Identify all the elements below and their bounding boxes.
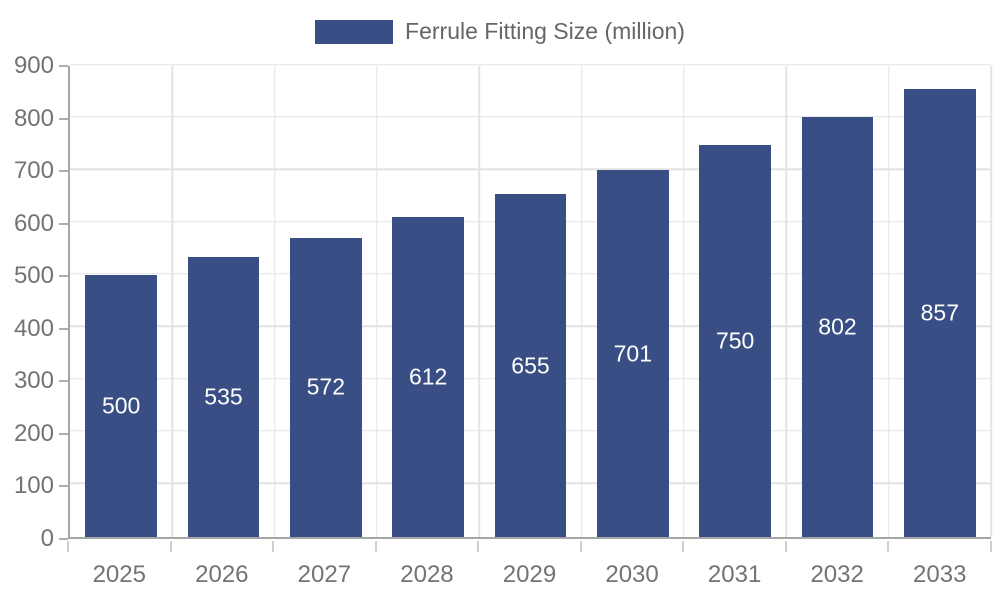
bar-2026: 535: [187, 257, 260, 537]
legend-swatch-icon: [315, 19, 394, 44]
y-axis-label: 900: [13, 52, 54, 79]
y-axis-label: 700: [13, 157, 54, 185]
x-axis-tick: [272, 541, 275, 552]
x-axis-label: 2030: [605, 561, 659, 588]
x-axis-label: 2025: [92, 561, 146, 588]
bar-value-label: 655: [511, 352, 550, 379]
x-axis-tick: [374, 541, 377, 552]
y-axis-tick: [59, 65, 68, 67]
y-axis-label: 0: [40, 525, 54, 552]
x-gridline: [171, 66, 174, 537]
bar-value-label: 535: [204, 383, 243, 410]
x-gridline: [376, 66, 378, 537]
y-axis-tick: [59, 275, 68, 278]
x-gridline: [785, 66, 788, 537]
x-axis: 2025 2026 2027 2028 2029 2030 2031 2032 2033: [67, 541, 992, 600]
x-axis-label: 2028: [400, 561, 454, 588]
x-axis-tick: [67, 541, 69, 552]
y-gridline: [70, 116, 991, 118]
y-axis-tick: [59, 538, 68, 540]
bar-2027: 572: [290, 237, 362, 537]
y-axis-tick: [59, 380, 68, 383]
bar-2030: 701: [597, 170, 669, 537]
bar-value-label: 572: [306, 373, 346, 400]
y-axis-label: 800: [13, 104, 54, 132]
x-axis-tick: [477, 541, 480, 552]
x-axis-tick: [169, 541, 172, 552]
bar-2031: 750: [699, 144, 771, 537]
x-gridline: [580, 66, 583, 537]
y-axis-tick: [59, 485, 68, 488]
y-axis-label: 400: [13, 314, 54, 342]
bar-2033: 857: [904, 88, 976, 537]
x-axis-tick: [682, 541, 685, 552]
x-axis-label: 2029: [502, 561, 557, 588]
x-axis-label: 2026: [195, 561, 249, 588]
x-axis-tick: [887, 541, 890, 552]
x-gridline: [683, 66, 685, 537]
x-axis-tick: [784, 541, 787, 552]
y-axis-label: 200: [13, 419, 54, 447]
x-gridline: [478, 66, 481, 537]
bar-value-label: 802: [818, 313, 857, 340]
x-axis-tick: [990, 541, 992, 552]
y-axis-tick: [59, 222, 68, 225]
x-axis-label: 2033: [913, 561, 967, 588]
x-axis-label: 2032: [810, 561, 864, 588]
bar-value-label: 750: [715, 327, 755, 354]
y-gridline: [70, 168, 991, 170]
bar-2025: 500: [85, 275, 157, 537]
bar-value-label: 612: [408, 363, 448, 390]
y-axis-tick: [59, 117, 68, 120]
y-gridline: [70, 63, 991, 66]
y-axis-label: 100: [13, 472, 54, 500]
y-axis-label: 500: [13, 262, 54, 290]
bar-value-label: 500: [101, 392, 141, 419]
y-axis-tick: [59, 170, 68, 173]
bar-2029: 655: [494, 194, 567, 537]
bar-2028: 612: [392, 216, 464, 537]
x-axis-tick: [579, 541, 582, 552]
y-axis-label: 300: [13, 367, 54, 395]
x-axis-label: 2031: [707, 561, 762, 588]
bar-2032: 802: [801, 117, 874, 537]
chart-legend[interactable]: Ferrule Fitting Size (million): [0, 18, 1000, 45]
y-axis-tick: [59, 432, 68, 435]
x-axis-label: 2027: [297, 561, 352, 588]
plot-area: 500 535 572 612 655 701 750 802 857: [68, 63, 992, 539]
bar-value-label: 857: [920, 299, 960, 326]
bar-value-label: 701: [613, 340, 653, 367]
y-axis-label: 600: [13, 209, 54, 237]
x-gridline: [990, 66, 992, 537]
x-gridline: [273, 66, 276, 537]
x-gridline: [887, 66, 890, 537]
y-axis-tick: [59, 327, 68, 330]
legend-label: Ferrule Fitting Size (million): [405, 18, 685, 44]
y-axis: 0 100 200 300 400 500 600 700 800 900: [0, 54, 68, 551]
